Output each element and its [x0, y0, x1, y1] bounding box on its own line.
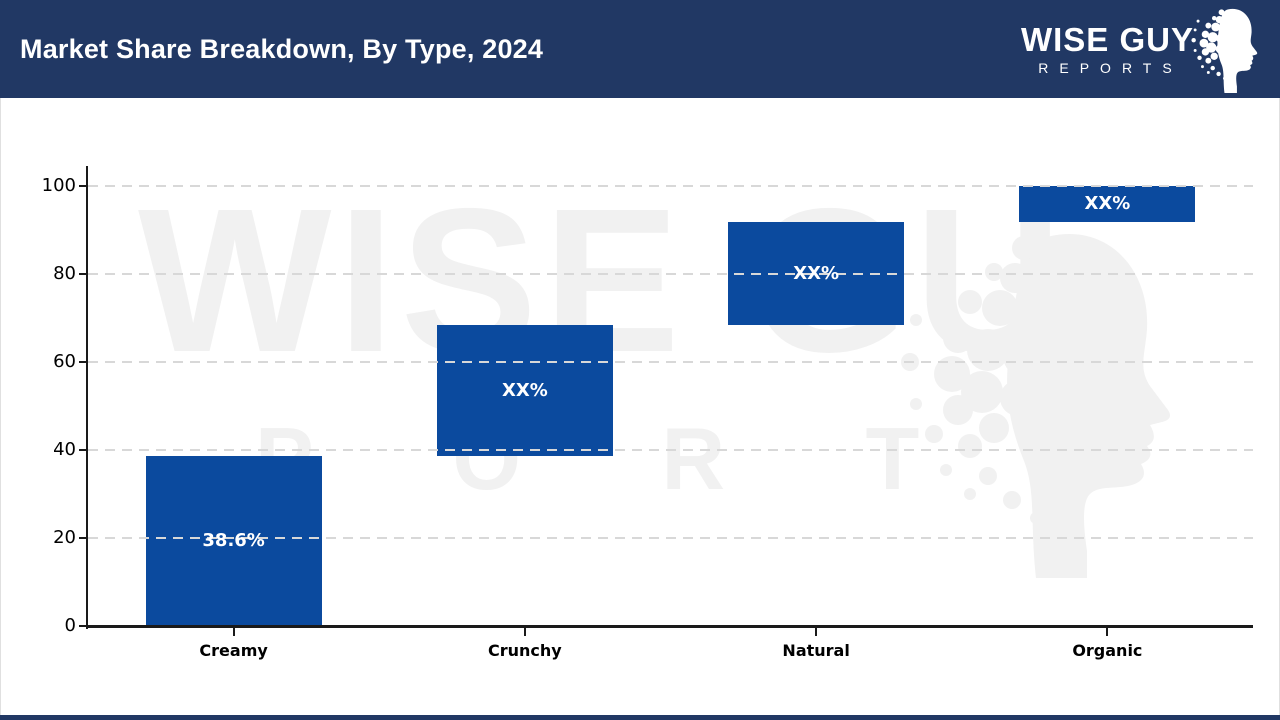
bar-value-label-crunchy: XX% — [501, 379, 548, 401]
gridline-60 — [88, 360, 1253, 363]
y-tick-label-60: 60 — [53, 350, 76, 372]
bar-organic — [1019, 185, 1196, 222]
x-axis-label-natural: Natural — [782, 641, 850, 660]
x-axis-label-organic: Organic — [1072, 641, 1143, 660]
y-tick-label-100: 100 — [41, 174, 76, 196]
y-tick-label-40: 40 — [53, 438, 76, 460]
logo-subtitle: REPORTS — [1038, 59, 1183, 76]
dotted-head-icon — [1191, 8, 1258, 93]
y-tick-label-0: 0 — [64, 614, 76, 636]
logo-wordmark: WISE GUY — [1020, 20, 1194, 58]
x-tick-creamy — [232, 627, 235, 636]
watermark-head-icon — [901, 234, 1170, 578]
y-tick-label-80: 80 — [53, 262, 76, 284]
gridline-80 — [88, 272, 1253, 275]
y-tick-label-20: 20 — [53, 526, 76, 548]
wise-guy-logo: WISE GUY REPORTS — [1021, 5, 1280, 93]
y-tick-20 — [79, 536, 88, 539]
y-tick-100 — [79, 184, 88, 187]
x-tick-organic — [1106, 627, 1109, 636]
x-tick-crunchy — [523, 627, 526, 636]
x-axis-spine — [85, 625, 1253, 628]
logo-text: WISE GUY REPORTS — [1020, 20, 1194, 76]
y-axis-spine — [85, 166, 88, 629]
bar-value-label-natural: XX% — [793, 262, 840, 284]
gridline-20 — [88, 536, 1253, 539]
y-tick-60 — [79, 360, 88, 363]
x-axis-label-creamy: Creamy — [199, 641, 268, 660]
x-tick-natural — [815, 627, 818, 636]
bar-crunchy — [436, 324, 613, 456]
gridline-40 — [88, 448, 1253, 451]
bar-creamy — [145, 455, 322, 626]
x-axis-label-crunchy: Crunchy — [488, 641, 562, 660]
page-title: Market Share Breakdown, By Type, 2024 — [20, 33, 544, 64]
footer-bar — [0, 715, 1280, 720]
gridline-100 — [88, 184, 1253, 187]
left-page-edge — [0, 98, 1, 715]
header-bar: Market Share Breakdown, By Type, 2024 WI… — [0, 0, 1280, 98]
bar-value-label-creamy: 38.6% — [202, 530, 265, 552]
bar-value-label-organic: XX% — [1084, 193, 1131, 215]
y-tick-80 — [79, 272, 88, 275]
y-tick-40 — [79, 448, 88, 451]
y-tick-0 — [79, 624, 88, 627]
